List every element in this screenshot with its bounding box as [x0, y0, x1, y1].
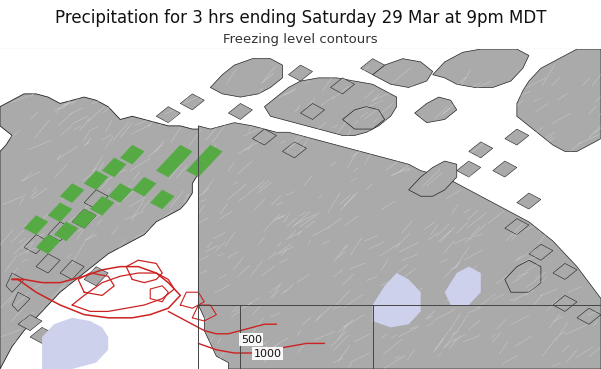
Polygon shape — [553, 263, 577, 279]
Polygon shape — [282, 142, 307, 158]
Polygon shape — [30, 327, 54, 344]
Polygon shape — [156, 158, 180, 177]
Polygon shape — [90, 196, 114, 215]
Polygon shape — [505, 260, 541, 292]
Polygon shape — [0, 94, 210, 369]
Polygon shape — [198, 145, 222, 164]
Polygon shape — [361, 59, 385, 75]
Polygon shape — [457, 161, 481, 177]
Polygon shape — [60, 183, 84, 203]
Polygon shape — [132, 177, 156, 196]
Polygon shape — [373, 273, 421, 327]
Polygon shape — [198, 123, 601, 369]
Polygon shape — [553, 296, 577, 311]
Polygon shape — [72, 209, 96, 228]
Polygon shape — [84, 190, 108, 209]
Polygon shape — [529, 244, 553, 260]
Polygon shape — [48, 222, 72, 241]
Polygon shape — [186, 158, 210, 177]
Polygon shape — [36, 235, 60, 254]
Polygon shape — [150, 190, 174, 209]
Polygon shape — [180, 94, 204, 110]
Polygon shape — [210, 59, 282, 97]
Polygon shape — [577, 308, 601, 324]
Polygon shape — [120, 145, 144, 164]
Polygon shape — [108, 183, 132, 203]
Polygon shape — [102, 158, 126, 177]
Polygon shape — [24, 235, 48, 254]
Polygon shape — [54, 222, 78, 241]
Polygon shape — [24, 215, 48, 235]
Polygon shape — [84, 267, 108, 286]
Polygon shape — [72, 209, 96, 228]
Polygon shape — [228, 103, 252, 120]
Polygon shape — [415, 97, 457, 123]
Text: Freezing level contours: Freezing level contours — [223, 33, 378, 46]
Polygon shape — [156, 107, 180, 123]
Text: 500: 500 — [241, 335, 261, 345]
Polygon shape — [252, 129, 276, 145]
Polygon shape — [517, 193, 541, 209]
Polygon shape — [343, 107, 385, 129]
Polygon shape — [409, 161, 457, 196]
Polygon shape — [264, 78, 397, 135]
Polygon shape — [300, 103, 325, 120]
Polygon shape — [433, 49, 529, 87]
Polygon shape — [505, 219, 529, 235]
Polygon shape — [42, 318, 108, 369]
Polygon shape — [331, 78, 355, 94]
Polygon shape — [36, 254, 60, 273]
Polygon shape — [469, 142, 493, 158]
Polygon shape — [493, 161, 517, 177]
Polygon shape — [6, 273, 24, 292]
Polygon shape — [168, 145, 192, 164]
Text: Precipitation for 3 hrs ending Saturday 29 Mar at 9pm MDT: Precipitation for 3 hrs ending Saturday … — [55, 9, 546, 27]
Polygon shape — [84, 170, 108, 190]
Polygon shape — [445, 267, 481, 305]
Polygon shape — [373, 59, 433, 87]
Polygon shape — [48, 203, 72, 222]
Polygon shape — [288, 65, 313, 81]
Polygon shape — [18, 315, 42, 331]
Polygon shape — [505, 129, 529, 145]
Polygon shape — [517, 49, 601, 151]
Text: 1000: 1000 — [254, 349, 281, 359]
Polygon shape — [60, 260, 84, 279]
Polygon shape — [12, 292, 30, 311]
